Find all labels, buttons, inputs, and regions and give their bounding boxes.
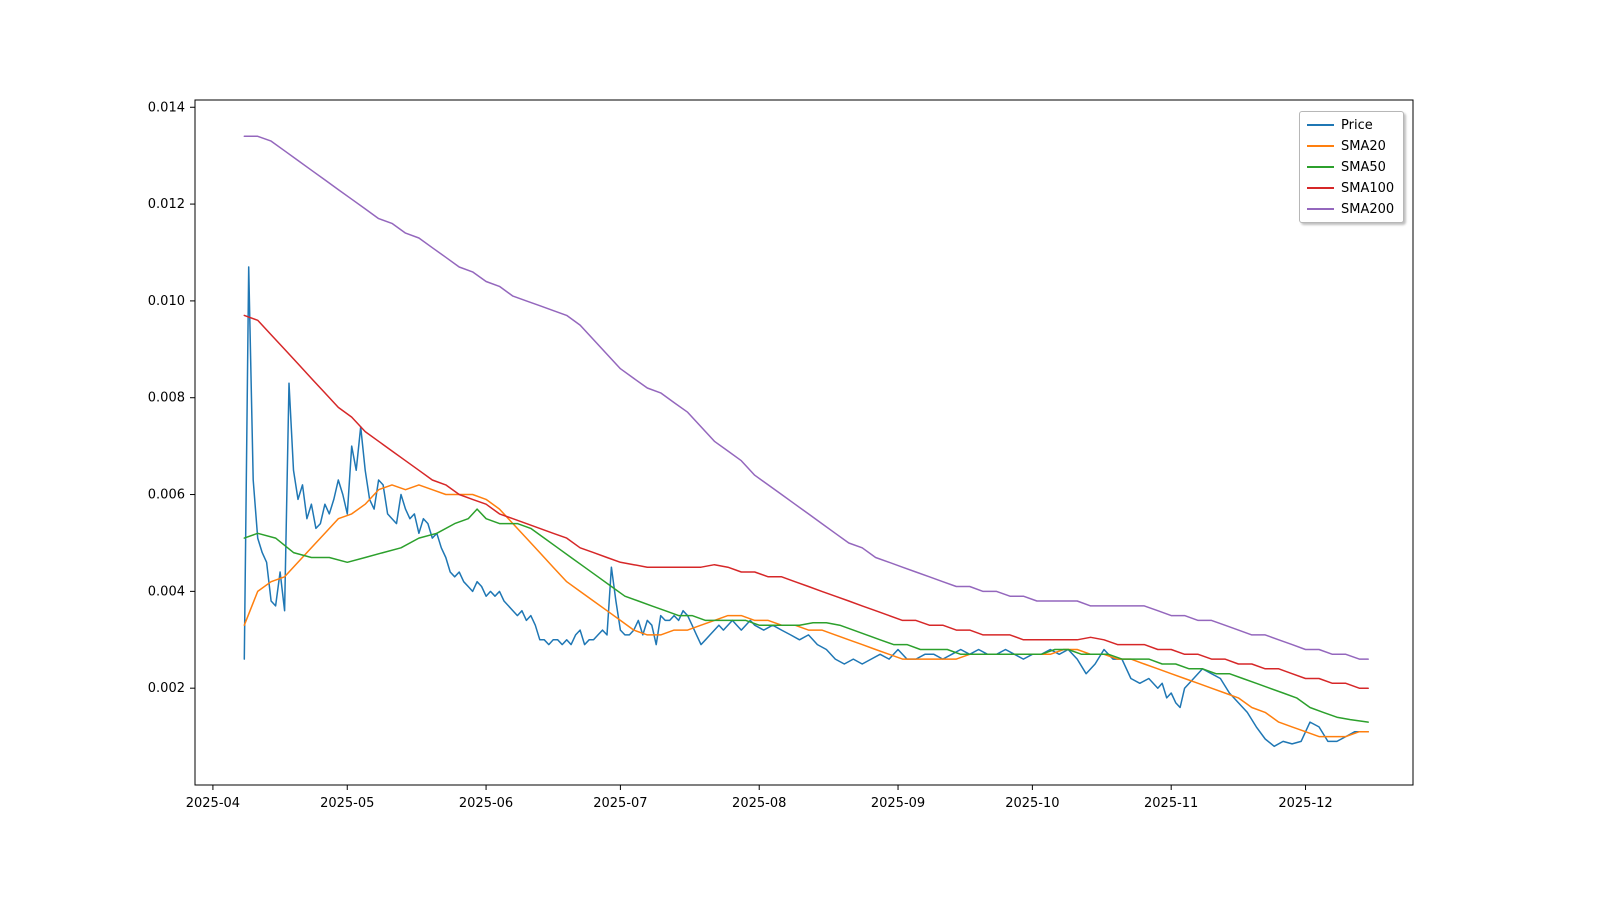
legend-line-swatch <box>1307 166 1334 168</box>
x-tick-label: 2025-09 <box>871 796 925 811</box>
legend-line-swatch <box>1307 208 1334 210</box>
x-tick-label: 2025-11 <box>1144 796 1198 811</box>
legend-item-sma20: SMA20 <box>1307 138 1394 154</box>
legend-label: SMA100 <box>1341 180 1395 196</box>
legend-item-sma200: SMA200 <box>1307 201 1394 217</box>
legend-item-sma50: SMA50 <box>1307 159 1394 175</box>
series-line-sma100 <box>243 314 1369 689</box>
x-tick-label: 2025-05 <box>320 796 374 811</box>
legend-item-sma100: SMA100 <box>1307 180 1394 196</box>
x-tick-label: 2025-04 <box>186 796 240 811</box>
x-tick-label: 2025-07 <box>593 796 647 811</box>
legend-line-swatch <box>1307 124 1334 126</box>
y-tick-label: 0.010 <box>148 294 185 309</box>
legend-label: SMA20 <box>1341 138 1386 154</box>
series-line-price <box>243 266 1369 748</box>
y-tick-label: 0.002 <box>148 681 185 696</box>
axes-frame <box>194 99 1414 786</box>
legend-label: Price <box>1341 117 1373 133</box>
y-tick-label: 0.012 <box>148 197 185 212</box>
x-tick-label: 2025-08 <box>732 796 786 811</box>
y-tick-label: 0.014 <box>148 100 185 115</box>
chart-legend: Price SMA20 SMA50 SMA100 SMA200 <box>1299 111 1405 223</box>
y-tick-label: 0.004 <box>148 584 185 599</box>
y-tick-label: 0.008 <box>148 391 185 406</box>
legend-label: SMA200 <box>1341 201 1395 217</box>
y-tick-label: 0.006 <box>148 488 185 503</box>
x-tick-label: 2025-06 <box>459 796 513 811</box>
x-tick-label: 2025-12 <box>1278 796 1332 811</box>
x-tick-label: 2025-10 <box>1005 796 1059 811</box>
legend-label: SMA50 <box>1341 159 1386 175</box>
legend-line-swatch <box>1307 145 1334 147</box>
series-line-sma50 <box>243 508 1369 723</box>
legend-line-swatch <box>1307 187 1334 189</box>
legend-item-price: Price <box>1307 117 1394 133</box>
series-line-sma20 <box>243 484 1369 738</box>
series-line-sma200 <box>243 135 1369 660</box>
